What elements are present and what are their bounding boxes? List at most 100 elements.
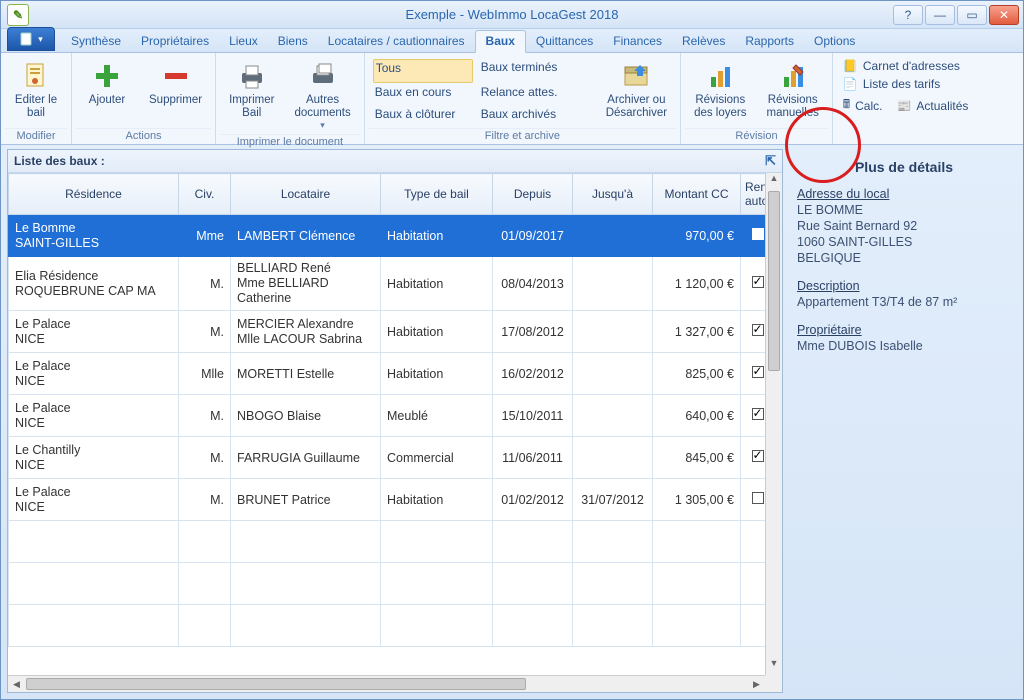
table-row[interactable]: Le PalaceNICEMlleMORETTI EstelleHabitati… [9, 353, 783, 395]
ren-auto-checkbox[interactable] [752, 276, 764, 288]
window-title: Exemple - WebImmo LocaGest 2018 [1, 7, 1023, 22]
col-header[interactable]: Résidence [9, 174, 179, 215]
tab-propri-taires[interactable]: Propriétaires [131, 31, 219, 52]
ren-auto-checkbox[interactable] [752, 450, 764, 462]
col-header[interactable]: Depuis [493, 174, 573, 215]
col-header[interactable]: Montant CC [653, 174, 741, 215]
tab-locataires-cautionnaires[interactable]: Locataires / cautionnaires [318, 31, 475, 52]
col-header[interactable]: Jusqu'à [573, 174, 653, 215]
table-header-row: RésidenceCiv.LocataireType de bailDepuis… [9, 174, 783, 215]
help-button[interactable]: ? [893, 5, 923, 25]
adresse-lines: LE BOMME Rue Saint Bernard 92 1060 SAINT-G… [797, 203, 1011, 265]
horizontal-scrollbar[interactable]: ◀▶ [8, 675, 765, 692]
ribbon-group-filtre: TousBaux terminés Baux en cours Relance at… [365, 53, 681, 144]
ren-auto-checkbox[interactable] [752, 366, 764, 378]
table-row[interactable]: Le PalaceNICEM.NBOGO BlaiseMeublé15/10/2… [9, 395, 783, 437]
tab-rel-ves[interactable]: Relèves [672, 31, 735, 52]
table-body: Le BommeSAINT-GILLESMmeLAMBERT ClémenceH… [9, 215, 783, 647]
filter-relance-attes-[interactable]: Relance attes. [479, 84, 589, 106]
adresse-line: 1060 SAINT-GILLES [797, 235, 1011, 249]
tab-biens[interactable]: Biens [268, 31, 318, 52]
table-row-empty [9, 605, 783, 647]
col-header[interactable]: Type de bail [381, 174, 493, 215]
ribbon-group-actions: Ajouter Supprimer Actions [72, 53, 216, 144]
description-label: Description [797, 279, 1011, 293]
adresse-line: Rue Saint Bernard 92 [797, 219, 1011, 233]
document-icon [19, 32, 35, 46]
maximize-button[interactable]: ▭ [957, 5, 987, 25]
imprimer-bail-button[interactable]: ImprimerBail [220, 55, 283, 123]
supprimer-button[interactable]: Supprimer [140, 55, 211, 110]
window-controls: ? — ▭ ✕ [893, 5, 1023, 25]
table-row[interactable]: Elia RésidenceROQUEBRUNE CAP MAM.BELLIAR… [9, 257, 783, 311]
close-button[interactable]: ✕ [989, 5, 1019, 25]
col-header[interactable]: Civ. [179, 174, 231, 215]
autres-documents-button[interactable]: Autresdocuments ▾ [285, 55, 359, 134]
table-row[interactable]: Le PalaceNICEM.BRUNET PatriceHabitation0… [9, 479, 783, 521]
table-wrap: RésidenceCiv.LocataireType de bailDepuis… [8, 173, 782, 692]
details-panel: Plus de détails Adresse du local LE BOMM… [787, 149, 1017, 693]
body: Liste des baux : ⇱ RésidenceCiv.Locatair… [1, 145, 1023, 699]
table-row[interactable]: Le PalaceNICEM.MERCIER AlexandreMlle LAC… [9, 311, 783, 353]
ajouter-button[interactable]: Ajouter [76, 55, 138, 110]
filter-baux-cl-turer[interactable]: Baux à clôturer [373, 106, 473, 128]
ribbon-group-revision: Révisionsdes loyers Révisionsmanuelles R… [681, 53, 833, 144]
printer-multi-icon [307, 60, 339, 92]
tab-lieux[interactable]: Lieux [219, 31, 268, 52]
filter-baux-termin-s[interactable]: Baux terminés [479, 59, 589, 83]
minimize-button[interactable]: — [925, 5, 955, 25]
proprietaire-label: Propriétaire [797, 323, 1011, 337]
tab-finances[interactable]: Finances [603, 31, 672, 52]
vertical-scrollbar[interactable]: ▲▼ [765, 173, 782, 675]
scrollbar-corner [765, 675, 782, 692]
tab-quittances[interactable]: Quittances [526, 31, 603, 52]
calculator-icon: 🖩 [843, 95, 850, 116]
menu-tabs: ▾ SynthèsePropriétairesLieuxBiensLocatai… [1, 29, 1023, 53]
ren-auto-checkbox[interactable] [752, 324, 764, 336]
tab-synth-se[interactable]: Synthèse [61, 31, 131, 52]
tab-baux[interactable]: Baux [475, 30, 526, 53]
archiver-button[interactable]: Archiver ouDésarchiver [597, 55, 676, 128]
revisions-loyers-button[interactable]: Révisionsdes loyers [685, 55, 755, 123]
details-title: Plus de détails [797, 159, 1011, 175]
file-menu-button[interactable]: ▾ [7, 27, 55, 51]
edit-icon [20, 60, 52, 92]
editer-bail-button[interactable]: Editer lebail [5, 55, 67, 123]
proprietaire-value: Mme DUBOIS Isabelle [797, 339, 1011, 353]
table-row[interactable]: Le ChantillyNICEM.FARRUGIA GuillaumeComm… [9, 437, 783, 479]
main-panel: Liste des baux : ⇱ RésidenceCiv.Locatair… [7, 149, 783, 693]
popout-icon[interactable]: ⇱ [765, 153, 776, 169]
filter-tous[interactable]: Tous [373, 59, 473, 83]
revisions-manuelles-button[interactable]: Révisionsmanuelles [757, 55, 827, 123]
table-row-empty [9, 521, 783, 563]
printer-icon [236, 60, 268, 92]
filter-baux-en-cours[interactable]: Baux en cours [373, 84, 473, 106]
table-row-empty [9, 563, 783, 605]
ren-auto-checkbox[interactable] [752, 408, 764, 420]
adresse-line: BELGIQUE [797, 251, 1011, 265]
tab-options[interactable]: Options [804, 31, 865, 52]
liste-tarifs-link[interactable]: 📄Liste des tarifs [843, 77, 969, 91]
titlebar: ✎ Exemple - WebImmo LocaGest 2018 ? — ▭ … [1, 1, 1023, 29]
ribbon-side-links: 📒Carnet d'adresses 📄Liste des tarifs 🖩Ca… [833, 53, 977, 144]
adresse-line: LE BOMME [797, 203, 1011, 217]
app-window: ✎ Exemple - WebImmo LocaGest 2018 ? — ▭ … [0, 0, 1024, 700]
plus-icon [91, 60, 123, 92]
table-row[interactable]: Le BommeSAINT-GILLESMmeLAMBERT ClémenceH… [9, 215, 783, 257]
adresse-label: Adresse du local [797, 187, 1011, 201]
addressbook-icon: 📒 [843, 59, 858, 73]
list-title: Liste des baux : ⇱ [8, 150, 782, 173]
pricelist-icon: 📄 [843, 77, 858, 91]
filter-baux-archiv-s[interactable]: Baux archivés [479, 106, 589, 128]
tab-rapports[interactable]: Rapports [735, 31, 804, 52]
ribbon: Editer lebail Modifier Ajouter Supprimer [1, 53, 1023, 145]
chart-icon [704, 60, 736, 92]
carnet-adresses-link[interactable]: 📒Carnet d'adresses [843, 59, 969, 73]
calc-link[interactable]: 🖩Calc. [843, 95, 883, 116]
actualites-link[interactable]: 📰Actualités [896, 95, 968, 116]
news-icon: 📰 [896, 99, 911, 113]
ren-auto-checkbox[interactable] [752, 228, 764, 240]
col-header[interactable]: Locataire [231, 174, 381, 215]
ren-auto-checkbox[interactable] [752, 492, 764, 504]
archive-icon [620, 60, 652, 92]
